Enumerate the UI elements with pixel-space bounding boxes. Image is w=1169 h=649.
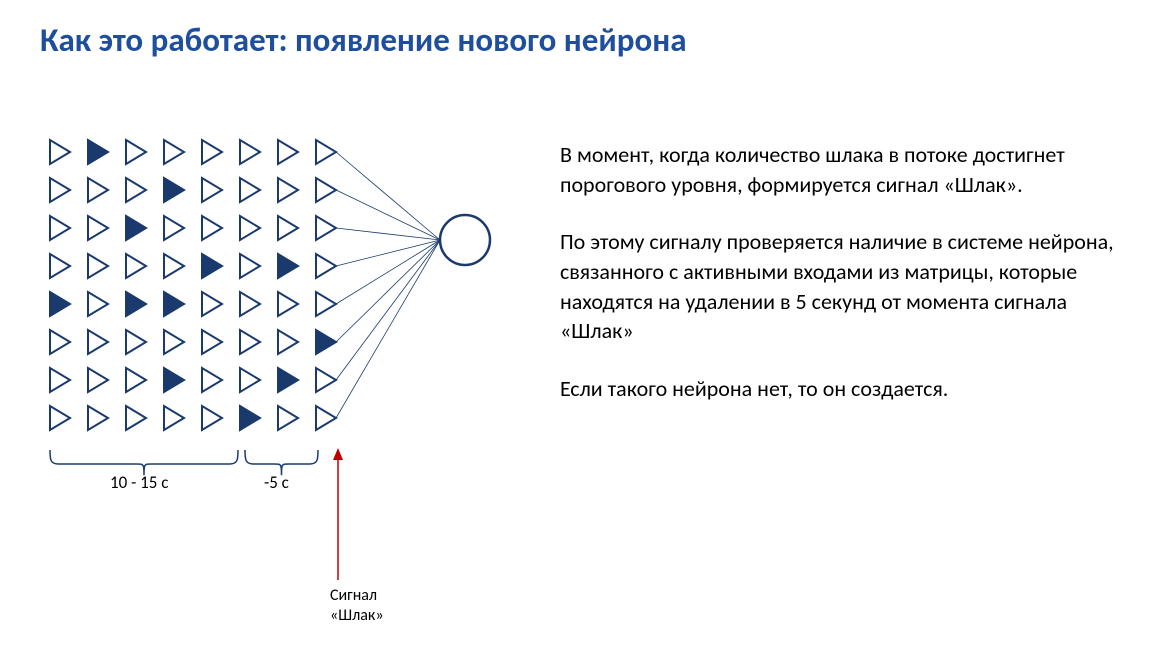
triangle-node — [240, 330, 260, 354]
slide-title: Как это работает: появление нового нейро… — [40, 20, 687, 60]
triangle-node — [164, 216, 184, 240]
triangle-node — [50, 178, 70, 202]
triangle-node — [202, 216, 222, 240]
triangle-node — [50, 330, 70, 354]
triangle-node — [316, 406, 336, 430]
triangle-node — [278, 140, 298, 164]
triangle-node — [240, 368, 260, 392]
triangle-node — [240, 216, 260, 240]
triangle-node — [126, 254, 146, 278]
body-text: В момент, когда количество шлака в поток… — [560, 140, 1120, 432]
triangle-node — [126, 178, 146, 202]
triangle-node — [88, 368, 108, 392]
triangle-node — [202, 330, 222, 354]
signal-label-1: Сигнал — [330, 586, 377, 605]
triangle-node — [50, 216, 70, 240]
slide: Как это работает: появление нового нейро… — [0, 0, 1169, 649]
triangle-node — [202, 368, 222, 392]
triangle-node — [50, 140, 70, 164]
neuron-circle — [440, 215, 490, 265]
signal-arrow-head — [333, 448, 343, 460]
triangle-node — [278, 292, 298, 316]
triangle-node — [240, 292, 260, 316]
triangle-node — [88, 330, 108, 354]
triangle-node — [164, 254, 184, 278]
triangle-node — [316, 140, 336, 164]
triangle-node — [164, 406, 184, 430]
triangle-node — [50, 254, 70, 278]
paragraph-1: В момент, когда количество шлака в поток… — [560, 140, 1120, 199]
triangle-node — [278, 216, 298, 240]
triangle-node — [126, 140, 146, 164]
triangle-node — [126, 292, 146, 316]
bracket-label: 10 - 15 с — [110, 472, 168, 493]
triangle-node — [240, 140, 260, 164]
triangle-node — [240, 406, 260, 430]
triangle-node — [202, 254, 222, 278]
triangle-node — [164, 140, 184, 164]
triangle-node — [316, 292, 336, 316]
triangle-node — [164, 368, 184, 392]
triangle-node — [240, 254, 260, 278]
paragraph-2: По этому сигналу проверяется наличие в с… — [560, 227, 1120, 346]
triangle-node — [88, 140, 108, 164]
diagram-container: 10 - 15 с-5 сСигнал«Шлак» — [40, 130, 560, 610]
triangle-node — [88, 406, 108, 430]
triangle-node — [202, 140, 222, 164]
triangle-node — [202, 178, 222, 202]
triangle-node — [316, 254, 336, 278]
triangle-node — [278, 406, 298, 430]
triangle-node — [316, 368, 336, 392]
triangle-node — [50, 368, 70, 392]
triangle-node — [126, 330, 146, 354]
triangle-node — [164, 178, 184, 202]
triangle-node — [50, 406, 70, 430]
triangle-node — [126, 216, 146, 240]
triangle-node — [88, 254, 108, 278]
triangle-node — [278, 330, 298, 354]
triangle-node — [164, 330, 184, 354]
paragraph-3: Если такого нейрона нет, то он создается… — [560, 374, 1120, 404]
triangle-node — [202, 292, 222, 316]
triangle-node — [88, 292, 108, 316]
triangle-node — [88, 216, 108, 240]
triangle-node — [50, 292, 70, 316]
diagram-svg: 10 - 15 с -5 с Сигнал«Шлак» — [40, 130, 560, 630]
triangle-node — [316, 178, 336, 202]
triangle-node — [164, 292, 184, 316]
triangle-node — [316, 216, 336, 240]
bracket-label: -5 с — [264, 472, 289, 493]
triangle-node — [126, 368, 146, 392]
triangle-node — [278, 368, 298, 392]
triangle-node — [316, 330, 336, 354]
triangle-node — [278, 254, 298, 278]
triangle-node — [126, 406, 146, 430]
triangle-node — [240, 178, 260, 202]
signal-label-2: «Шлак» — [330, 606, 384, 625]
triangle-node — [88, 178, 108, 202]
triangle-node — [278, 178, 298, 202]
triangle-node — [202, 406, 222, 430]
